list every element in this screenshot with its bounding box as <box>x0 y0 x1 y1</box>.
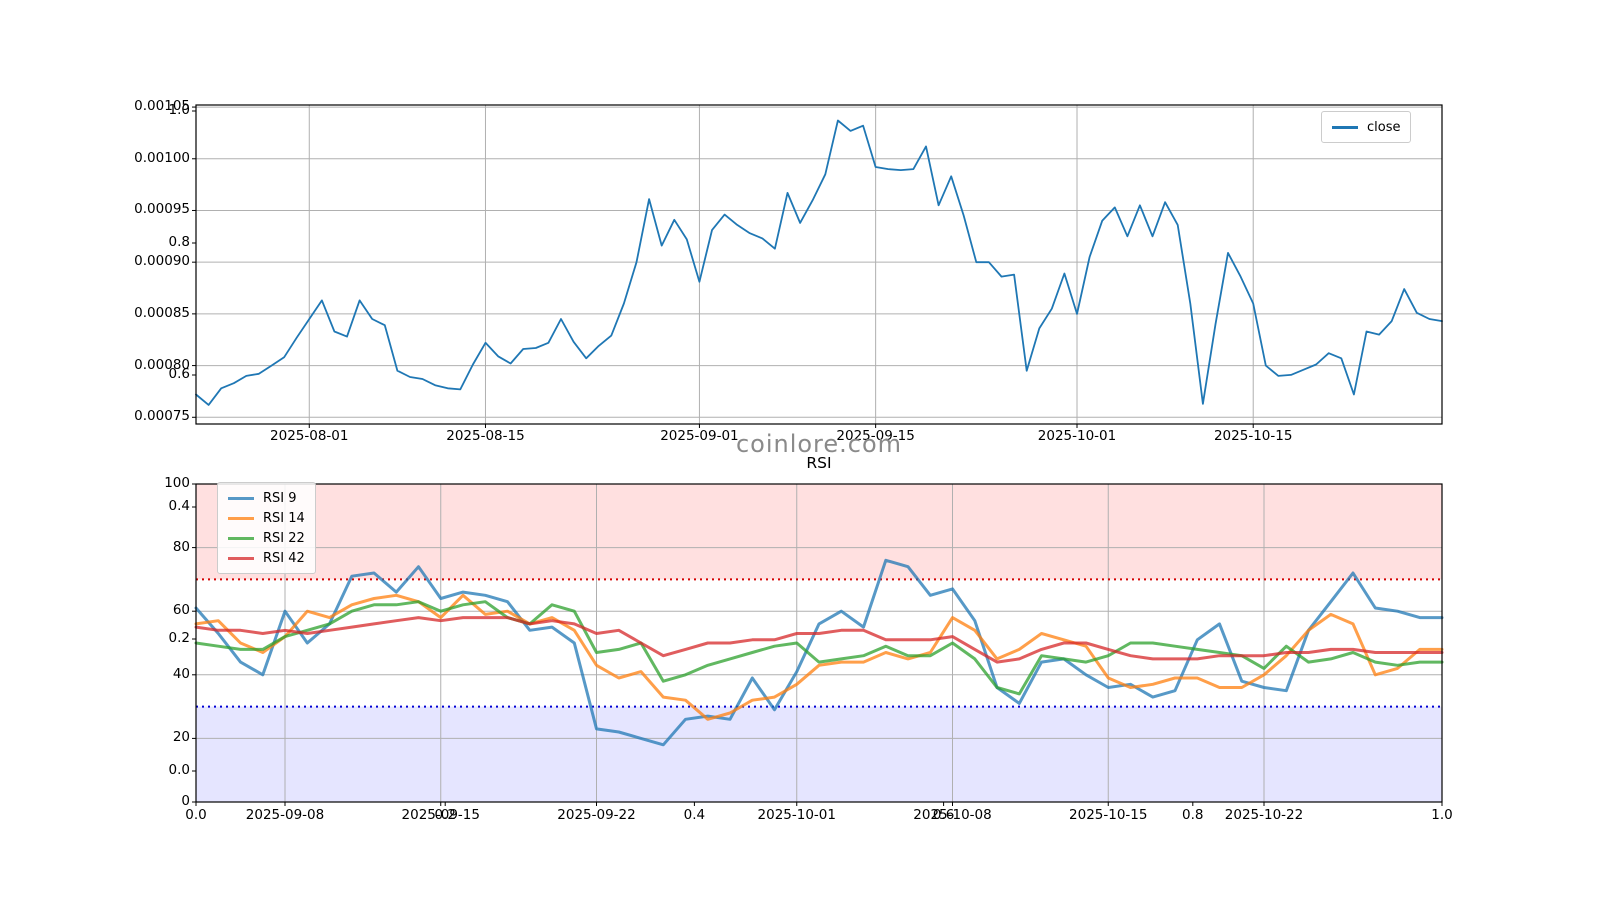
legend-close: close <box>1321 111 1412 143</box>
legend-label-rsi-9: RSI 9 <box>263 490 297 506</box>
rsi-x-tick-label: 2025-09-22 <box>557 807 636 823</box>
legend-item-rsi-14: RSI 14 <box>228 508 305 528</box>
legend-label-close: close <box>1367 119 1401 135</box>
overlay-x-tick-label: 0.4 <box>683 807 706 823</box>
rsi-x-tick-label: 2025-09-15 <box>401 807 480 823</box>
rsi-x-tick-label: 2025-10-22 <box>1224 807 1304 823</box>
rsi-x-tick-label: 2025-10-01 <box>757 807 836 823</box>
legend-item-rsi-9: RSI 9 <box>228 488 305 508</box>
price-x-tick-label: 2025-10-15 <box>1213 428 1293 444</box>
rsi-band <box>196 484 1442 580</box>
overlay-x-tick-label: 0.8 <box>1182 807 1204 823</box>
rsi-y-tick-label: 0 <box>181 793 190 809</box>
overlay-x-tick-label: 0.6 <box>932 807 955 823</box>
overlay-y-tick-label: 0.6 <box>168 366 190 382</box>
rsi-42-line <box>194 616 1444 664</box>
price-y-tick-label: 0.00090 <box>134 253 190 270</box>
legend-label-rsi-22: RSI 22 <box>263 530 305 546</box>
price-axes-frame <box>195 104 1443 425</box>
overlay-y-tick-label: 0.8 <box>168 234 190 250</box>
price-y-tick-label: 0.00105 <box>134 98 190 115</box>
rsi-22-line-icon <box>228 536 254 540</box>
overlay-x-tick-label: 1.0 <box>1431 807 1453 823</box>
price-y-tick-label: 0.00100 <box>134 149 190 166</box>
rsi-42-line-icon <box>228 556 254 560</box>
rsi-y-tick-label: 40 <box>172 665 190 682</box>
price-x-tick-label: 2025-10-01 <box>1037 428 1117 444</box>
legend-item-close: close <box>1332 117 1400 137</box>
overlay-y-tick-label: 0.0 <box>168 762 190 778</box>
legend-item-rsi-42: RSI 42 <box>228 548 305 568</box>
rsi-title: RSI <box>806 454 832 472</box>
price-y-tick-label: 0.00075 <box>134 408 190 425</box>
rsi-x-tick-label: 2025-10-08 <box>913 807 992 823</box>
overlay-y-tick-label: 0.4 <box>168 498 190 514</box>
rsi-9-line <box>194 558 1444 747</box>
price-y-tick-label: 0.00080 <box>134 356 190 373</box>
rsi-x-tick-label: 2025-10-15 <box>1069 807 1148 823</box>
rsi-9-line-icon <box>228 496 254 500</box>
rsi-y-tick-label: 100 <box>164 475 190 491</box>
overlay-x-tick-label: 0.2 <box>434 807 456 823</box>
rsi-y-tick-label: 60 <box>172 602 190 619</box>
overlay-y-tick-label: 0.2 <box>168 630 190 646</box>
price-x-tick-label: 2025-09-15 <box>836 428 915 444</box>
legend-item-rsi-22: RSI 22 <box>228 528 305 548</box>
legend-label-rsi-42: RSI 42 <box>263 550 305 566</box>
watermark: coinlore.com <box>735 430 903 458</box>
overlay-x-tick-label: 0.0 <box>185 807 207 823</box>
overlay-y-tick-label: 1.0 <box>168 102 190 118</box>
legend-label-rsi-14: RSI 14 <box>263 510 305 526</box>
price-x-tick-label: 2025-09-01 <box>660 428 739 444</box>
price-y-tick-label: 0.00085 <box>134 304 190 321</box>
price-x-tick-label: 2025-08-15 <box>446 428 525 444</box>
legend-rsi: RSI 9 RSI 14 RSI 22 RSI 42 <box>217 482 316 574</box>
rsi-y-tick-label: 20 <box>172 729 190 746</box>
close-line-icon <box>1332 125 1358 129</box>
price-y-tick-label: 0.00095 <box>134 201 190 218</box>
close-line <box>195 119 1443 406</box>
price-x-tick-label: 2025-08-01 <box>270 428 349 444</box>
rsi-axes-frame <box>195 483 1443 803</box>
rsi-x-tick-label: 2025-09-08 <box>245 807 325 823</box>
rsi-y-tick-label: 80 <box>172 538 190 555</box>
rsi-14-line <box>194 593 1444 721</box>
rsi-14-line-icon <box>228 516 254 520</box>
rsi-band <box>196 706 1442 802</box>
